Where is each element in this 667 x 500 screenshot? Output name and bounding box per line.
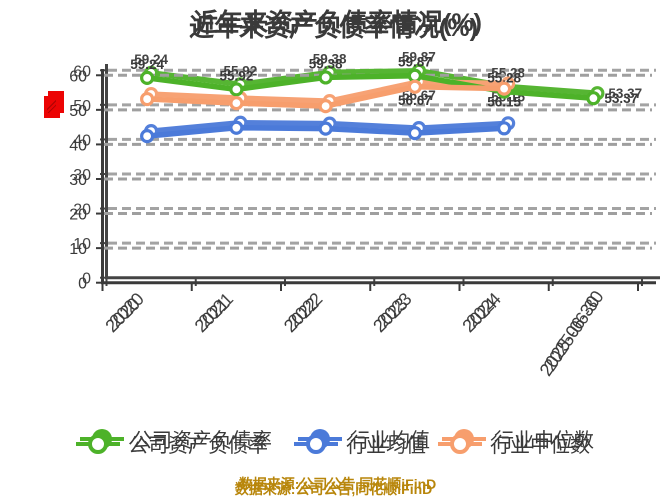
series-marker (407, 79, 422, 94)
point-label: 56.15 (487, 91, 521, 111)
data-source-caption: 数据来源:公司公告,同花顺iFinD (234, 479, 433, 499)
point-label: 53.37 (604, 87, 638, 107)
series-marker (140, 129, 155, 144)
legend-circle-marker (306, 434, 326, 454)
series-marker (318, 99, 333, 114)
series-marker (497, 121, 512, 136)
series-marker (140, 70, 155, 86)
legend-label: 公司资产负债率 (128, 429, 268, 458)
red-marker-texture (47, 100, 56, 113)
legend-item-2[interactable]: 行业中位数 (438, 431, 590, 457)
series-marker (497, 81, 512, 96)
legend-line-marker-icon (438, 431, 482, 457)
y-axis-label: 40 (69, 131, 87, 155)
series-marker (229, 82, 244, 97)
legend: 公司资产负债率 行业均值 行业中位数 (0, 431, 667, 457)
legend-label: 行业中位数 (490, 429, 590, 458)
y-axis-red-marker (44, 96, 60, 118)
legend-label: 行业均值 (346, 429, 426, 458)
series-marker (586, 91, 601, 106)
series-marker (229, 120, 244, 135)
x-axis-label: 2025-06-30 (532, 290, 605, 381)
point-label: 56.67 (398, 89, 432, 109)
point-label: 55.92 (219, 64, 253, 84)
series-marker (318, 121, 333, 136)
legend-item-1[interactable]: 行业均值 (294, 431, 426, 457)
y-axis-label: 30 (69, 166, 87, 190)
point-label: 59.87 (398, 51, 432, 71)
legend-circle-marker (88, 434, 108, 454)
series-marker (407, 68, 422, 83)
point-label: 55.28 (487, 67, 521, 87)
y-axis-label: 0 (78, 270, 87, 294)
series-line-0 (144, 72, 597, 101)
legend-line-marker-icon (294, 431, 338, 457)
legend-line-marker-icon (76, 431, 120, 457)
legend-circle-marker (450, 434, 470, 454)
point-label: 59.38 (309, 52, 343, 72)
series-marker (140, 91, 155, 107)
y-axis-label: 60 (69, 62, 87, 86)
y-axis-label: 10 (69, 235, 87, 259)
series-marker (229, 96, 244, 111)
point-label: 59.24 (130, 53, 164, 73)
y-axis-label: 20 (69, 201, 87, 225)
legend-item-0[interactable]: 公司资产负债率 (76, 431, 268, 457)
series-marker (318, 70, 333, 85)
chart-title: 近年来资产负债率情况(%) (189, 8, 478, 44)
series-marker (407, 126, 422, 141)
y-axis-label: 50 (69, 97, 87, 121)
